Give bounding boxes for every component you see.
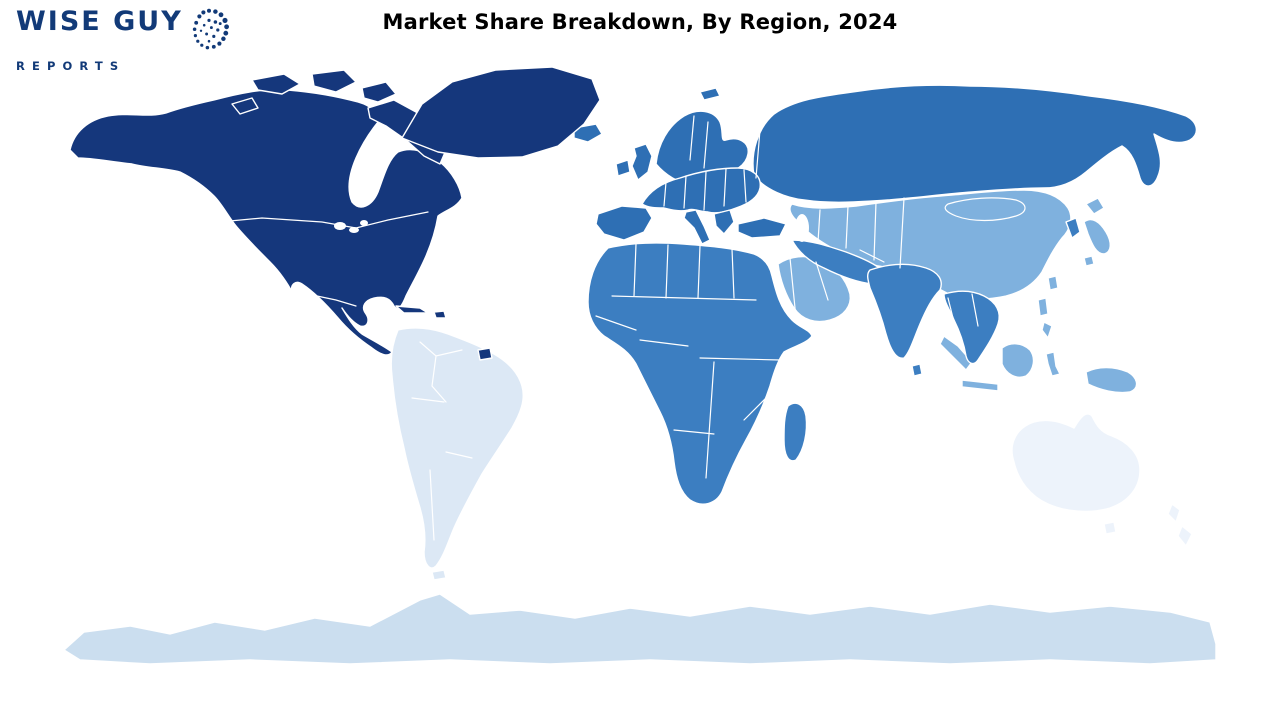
taiwan xyxy=(1047,275,1059,291)
japan-kyushu xyxy=(1083,255,1095,267)
philippines-mindanao xyxy=(1041,321,1053,339)
new-zealand-north xyxy=(1167,503,1181,523)
japan-hokkaido xyxy=(1085,197,1105,215)
japan-honshu xyxy=(1083,218,1111,255)
philippines-luzon xyxy=(1037,297,1049,317)
new-guinea xyxy=(1085,366,1138,394)
arctic-island-2 xyxy=(311,69,357,93)
dotted-head-icon xyxy=(192,8,229,50)
caspian-sea xyxy=(795,214,809,242)
greece-balkans xyxy=(713,209,735,235)
wise-guy-reports-logo: WISE GUY REPORTS xyxy=(16,8,233,73)
new-zealand-south xyxy=(1177,525,1193,547)
russia xyxy=(752,84,1197,204)
region-europe xyxy=(573,87,787,245)
great-lake-2 xyxy=(349,227,359,233)
sulawesi xyxy=(1045,351,1061,377)
region-south-southeast-asia xyxy=(867,217,1081,377)
black-sea xyxy=(748,206,776,218)
logo-tagline: REPORTS xyxy=(16,59,126,73)
south-america xyxy=(390,327,524,569)
italy xyxy=(683,209,711,245)
tasmania xyxy=(1103,521,1117,535)
greenland xyxy=(401,66,601,159)
logo-wordmark: WISE GUY xyxy=(16,6,183,37)
region-south-america xyxy=(390,327,524,581)
iberia xyxy=(595,205,653,241)
chart-title: Market Share Breakdown, By Region, 2024 xyxy=(382,10,898,34)
borneo xyxy=(1001,343,1035,378)
seas xyxy=(334,206,809,242)
region-east-central-asia xyxy=(777,189,1138,394)
korea xyxy=(1065,217,1081,239)
victoria-island xyxy=(231,97,259,115)
great-lake-3 xyxy=(360,220,368,226)
arctic-island-3 xyxy=(361,81,397,103)
region-russia xyxy=(752,84,1197,204)
turkey xyxy=(737,217,787,239)
cuba xyxy=(395,305,429,314)
region-middle-east-africa xyxy=(587,239,886,505)
arctic-island-1 xyxy=(251,73,301,95)
tierra-del-fuego xyxy=(431,569,447,581)
hispaniola xyxy=(433,310,447,319)
madagascar xyxy=(783,402,808,462)
australia xyxy=(1011,413,1141,513)
antarctica xyxy=(63,593,1217,665)
french-guiana xyxy=(477,347,493,361)
africa xyxy=(587,242,813,505)
sumatra xyxy=(939,335,973,371)
region-antarctica xyxy=(63,593,1217,665)
united-kingdom xyxy=(631,143,653,181)
java xyxy=(961,379,999,392)
north-america-mainland xyxy=(69,88,463,356)
europe-mainland xyxy=(641,167,761,214)
india xyxy=(867,263,942,359)
sri-lanka xyxy=(911,363,923,377)
ireland xyxy=(615,159,631,177)
region-oceania xyxy=(1011,413,1193,547)
iceland xyxy=(573,123,603,143)
country-borders xyxy=(197,115,1026,541)
region-north-america xyxy=(69,66,601,361)
svalbard xyxy=(699,87,721,101)
great-lake-1 xyxy=(334,222,346,230)
